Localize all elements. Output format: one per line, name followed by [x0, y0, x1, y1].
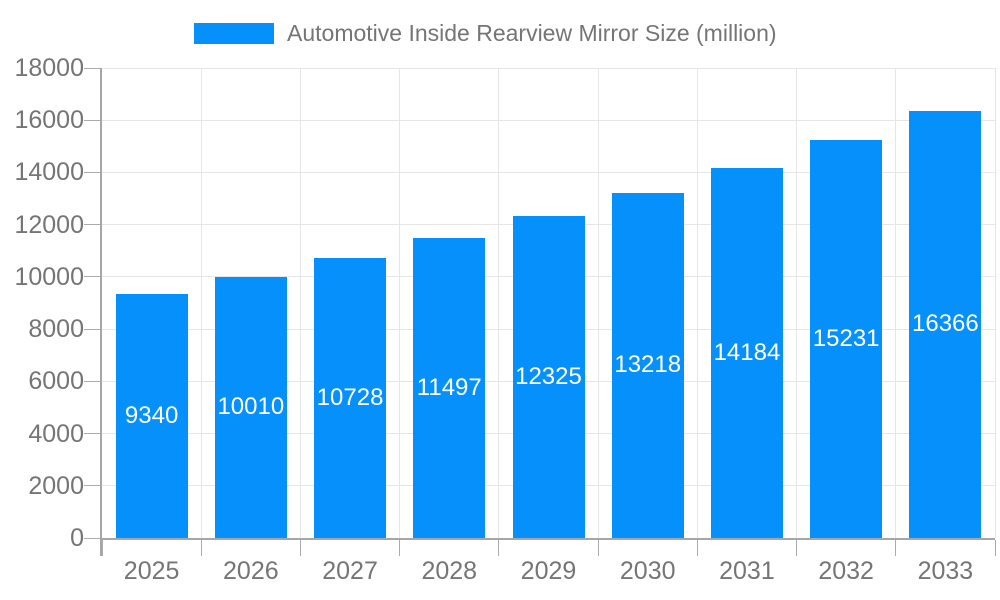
- h-gridline: [102, 67, 995, 69]
- y-tick-label: 16000: [14, 106, 84, 135]
- x-tick-label: 2033: [917, 557, 974, 585]
- x-axis-tick: [101, 540, 103, 556]
- y-tick-label: 14000: [14, 158, 84, 187]
- h-gridline: [102, 119, 995, 121]
- bar: [611, 192, 684, 538]
- y-axis-tick: [84, 224, 100, 226]
- y-axis-tick: [84, 537, 100, 539]
- y-axis-tick: [84, 276, 100, 278]
- x-axis-line: [100, 538, 995, 540]
- v-gridline: [498, 68, 500, 538]
- legend-swatch: [194, 22, 274, 44]
- x-tick-label: 2032: [818, 557, 874, 585]
- y-axis-tick: [84, 67, 100, 69]
- x-axis-tick: [696, 540, 698, 556]
- y-tick-label: 6000: [28, 367, 84, 396]
- x-tick-label: 2027: [322, 557, 378, 585]
- v-gridline: [994, 68, 996, 538]
- y-tick-label: 8000: [28, 315, 84, 344]
- y-axis-tick: [84, 433, 100, 435]
- bar: [810, 140, 883, 538]
- y-tick-label: 12000: [14, 210, 84, 239]
- bar-value-label: 16366: [912, 310, 979, 338]
- x-tick-label: 2030: [619, 557, 676, 585]
- x-tick-label: 2025: [123, 557, 180, 585]
- bar: [413, 237, 486, 538]
- y-tick-label: 10000: [14, 262, 84, 291]
- bar-value-label: 10010: [217, 393, 285, 421]
- bar-value-label: 9340: [124, 402, 179, 430]
- y-tick-label: 0: [70, 524, 84, 552]
- y-tick-label: 4000: [28, 419, 84, 448]
- v-gridline: [399, 68, 401, 538]
- y-axis-line: [100, 68, 102, 556]
- v-gridline: [299, 68, 301, 538]
- y-axis-tick: [84, 485, 100, 487]
- x-axis-tick: [399, 540, 401, 556]
- chart-legend: Automotive Inside Rearview Mirror Size (…: [194, 19, 777, 46]
- x-axis-tick: [895, 540, 897, 556]
- v-gridline: [796, 68, 798, 538]
- bar: [710, 167, 783, 538]
- bar-value-label: 12325: [515, 363, 582, 391]
- bar-value-label: 14184: [713, 338, 781, 366]
- x-axis-tick: [299, 540, 301, 556]
- y-axis-tick: [84, 119, 100, 121]
- x-tick-label: 2026: [223, 557, 279, 585]
- y-tick-label: 2000: [28, 471, 84, 500]
- x-axis-tick: [498, 540, 500, 556]
- y-axis-tick: [84, 328, 100, 330]
- bar-value-label: 15231: [812, 325, 880, 353]
- bar: [909, 110, 982, 538]
- x-axis-tick: [597, 540, 599, 556]
- y-axis-tick: [84, 171, 100, 173]
- bar: [214, 276, 287, 538]
- h-gridline: [102, 171, 995, 173]
- y-tick-label: 18000: [14, 54, 84, 82]
- bar: [512, 216, 585, 538]
- bar: [115, 294, 188, 538]
- bar-value-label: 13218: [614, 351, 682, 379]
- v-gridline: [696, 68, 698, 538]
- bar: [314, 257, 387, 538]
- x-tick-label: 2029: [520, 557, 577, 585]
- v-gridline: [200, 68, 202, 538]
- x-tick-label: 2031: [719, 557, 775, 585]
- legend-label: Automotive Inside Rearview Mirror Size (…: [287, 19, 777, 46]
- bar-value-label: 10728: [316, 383, 384, 411]
- plot-area: 0 2000 4000 6000 8000 10000 12000 14000 16000 180…: [14, 55, 996, 584]
- v-gridline: [597, 68, 599, 538]
- x-axis-tick: [796, 540, 798, 556]
- bar-value-label: 11497: [416, 373, 482, 401]
- x-tick-label: 2028: [421, 557, 478, 585]
- v-gridline: [895, 68, 897, 538]
- x-axis-tick: [200, 540, 202, 556]
- y-axis-tick: [84, 380, 100, 382]
- x-axis-tick: [994, 540, 996, 556]
